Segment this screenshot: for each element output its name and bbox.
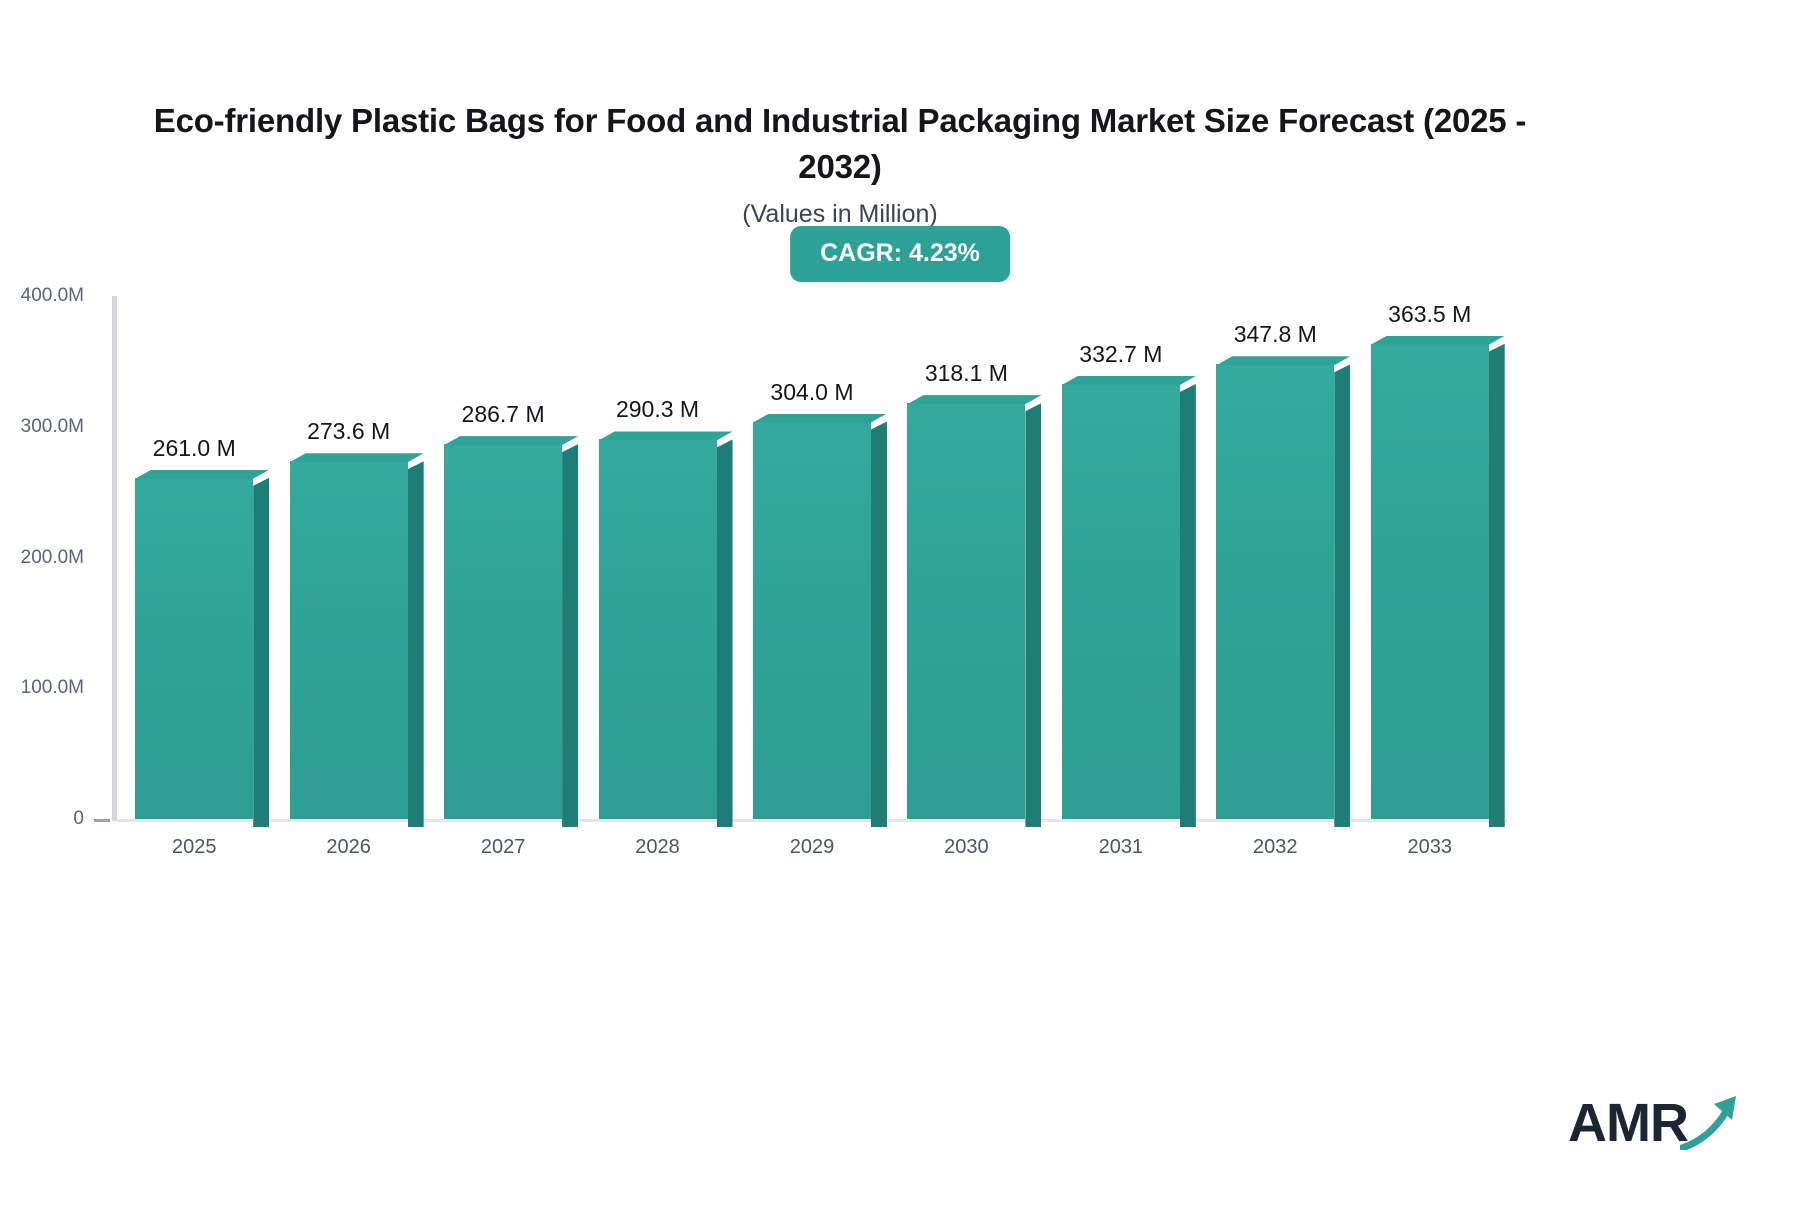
- y-axis-labels: 400.0M 300.0M 200.0M 100.0M 0: [0, 285, 100, 829]
- bar-side-face: [1179, 384, 1196, 827]
- growth-arrow-icon: [1678, 1094, 1742, 1152]
- bar-front-face: [907, 395, 1042, 827]
- bar-top-face: [907, 395, 1042, 405]
- bar-top-face: [1061, 376, 1196, 385]
- bar-value-label: 363.5 M: [1388, 300, 1472, 327]
- x-axis-tick-label: 2027: [480, 836, 526, 858]
- bar-side-face: [716, 439, 733, 827]
- bar-side-face: [870, 421, 887, 827]
- bar-2028[interactable]: 290.3 M: [598, 396, 733, 827]
- bar-top-face: [289, 453, 424, 463]
- bar-series: 261.0 M 273.6 M 286.7 M 290.3 M 304.0 M 318.1…: [117, 296, 1507, 827]
- bar-front-face: [444, 436, 579, 827]
- page-title: Eco-friendly Plastic Bags for Food and I…: [153, 102, 1527, 185]
- bar-front-face: [1061, 376, 1196, 827]
- y-axis-tick-label: 0: [73, 808, 84, 829]
- bar-2031[interactable]: 332.7 M: [1061, 341, 1196, 827]
- cagr-badge: CAGR: 4.23%: [790, 226, 1010, 282]
- bar-front-face: [752, 413, 887, 827]
- x-axis-labels: 2025 2026 2027 2028 2029 2030 2031 2032 2033: [117, 836, 1507, 876]
- plot-area: 261.0 M 273.6 M 286.7 M 290.3 M 304.0 M 318.1…: [112, 296, 1507, 827]
- bar-slot: 261.0 M: [117, 296, 271, 827]
- bar-2026[interactable]: 273.6 M: [289, 418, 424, 827]
- bar-front-face: [135, 469, 270, 827]
- bar-top-face: [135, 469, 270, 479]
- x-axis-tick-label: 2031: [1098, 836, 1144, 858]
- bar-2029[interactable]: 304.0 M: [752, 379, 887, 827]
- bar-value-label: 318.1 M: [924, 360, 1008, 387]
- bar-slot: 273.6 M: [271, 296, 425, 827]
- bar-value-label: 290.3 M: [615, 396, 700, 423]
- bar-front-face: [289, 453, 424, 827]
- x-axis-tick-label: 2033: [1407, 836, 1452, 858]
- x-axis-tick-label: 2026: [326, 836, 371, 858]
- bar-value-label: 261.0 M: [152, 434, 236, 461]
- x-axis-tick-label: 2028: [635, 836, 680, 858]
- y-axis-tick-label: 400.0M: [20, 285, 84, 306]
- x-axis-tick-label: 2030: [944, 836, 989, 858]
- bar-top-face: [444, 436, 579, 446]
- bar-front-face: [1370, 335, 1505, 827]
- bar-2027[interactable]: 286.7 M: [444, 401, 579, 827]
- bar-value-label: 304.0 M: [770, 378, 854, 405]
- bar-side-face: [407, 461, 424, 827]
- bar-2025[interactable]: 261.0 M: [135, 435, 270, 827]
- bar-side-face: [253, 477, 270, 827]
- bar-side-face: [1025, 403, 1042, 827]
- y-axis-tick-label: 200.0M: [20, 546, 84, 568]
- bar-2030[interactable]: 318.1 M: [907, 360, 1042, 827]
- bar-front-face: [598, 431, 733, 827]
- bar-slot: 318.1 M: [889, 296, 1043, 827]
- bar-slot: 290.3 M: [580, 296, 734, 827]
- amr-logo: AMR: [1568, 1090, 1742, 1153]
- bar-front-face: [1216, 356, 1351, 827]
- bar-slot: 332.7 M: [1044, 296, 1198, 827]
- y-axis-line: [112, 296, 117, 821]
- bar-top-face: [752, 413, 887, 423]
- y-axis-zero-tick: [94, 819, 110, 822]
- bar-top-face: [1370, 335, 1505, 345]
- bar-value-label: 347.8 M: [1233, 321, 1317, 348]
- bar-2032[interactable]: 347.8 M: [1216, 321, 1351, 827]
- bar-slot: 304.0 M: [735, 296, 889, 827]
- bar-slot: 286.7 M: [426, 296, 580, 827]
- bar-slot: 347.8 M: [1198, 296, 1352, 827]
- bar-2033[interactable]: 363.5 M: [1370, 301, 1505, 827]
- chart-subtitle: (Values in Million): [742, 200, 938, 229]
- bar-top-face: [1216, 356, 1351, 366]
- bar-side-face: [1488, 343, 1505, 827]
- y-axis-tick-label: 100.0M: [20, 677, 84, 699]
- x-axis-tick-label: 2025: [171, 836, 217, 858]
- bar-slot: 363.5 M: [1353, 296, 1507, 827]
- x-axis-line: [117, 819, 1507, 822]
- x-axis-tick-label: 2029: [789, 836, 835, 858]
- amr-logo-text: AMR: [1568, 1093, 1689, 1153]
- x-axis-tick-label: 2032: [1253, 836, 1298, 858]
- title-block: Eco-friendly Plastic Bags for Food and I…: [120, 98, 1560, 229]
- bar-side-face: [562, 444, 579, 827]
- bar-side-face: [1334, 364, 1351, 827]
- bar-value-label: 273.6 M: [307, 418, 391, 445]
- bar-top-face: [598, 431, 733, 441]
- bar-value-label: 286.7 M: [461, 401, 545, 428]
- y-axis-tick-label: 300.0M: [20, 415, 84, 437]
- bar-value-label: 332.7 M: [1079, 341, 1163, 367]
